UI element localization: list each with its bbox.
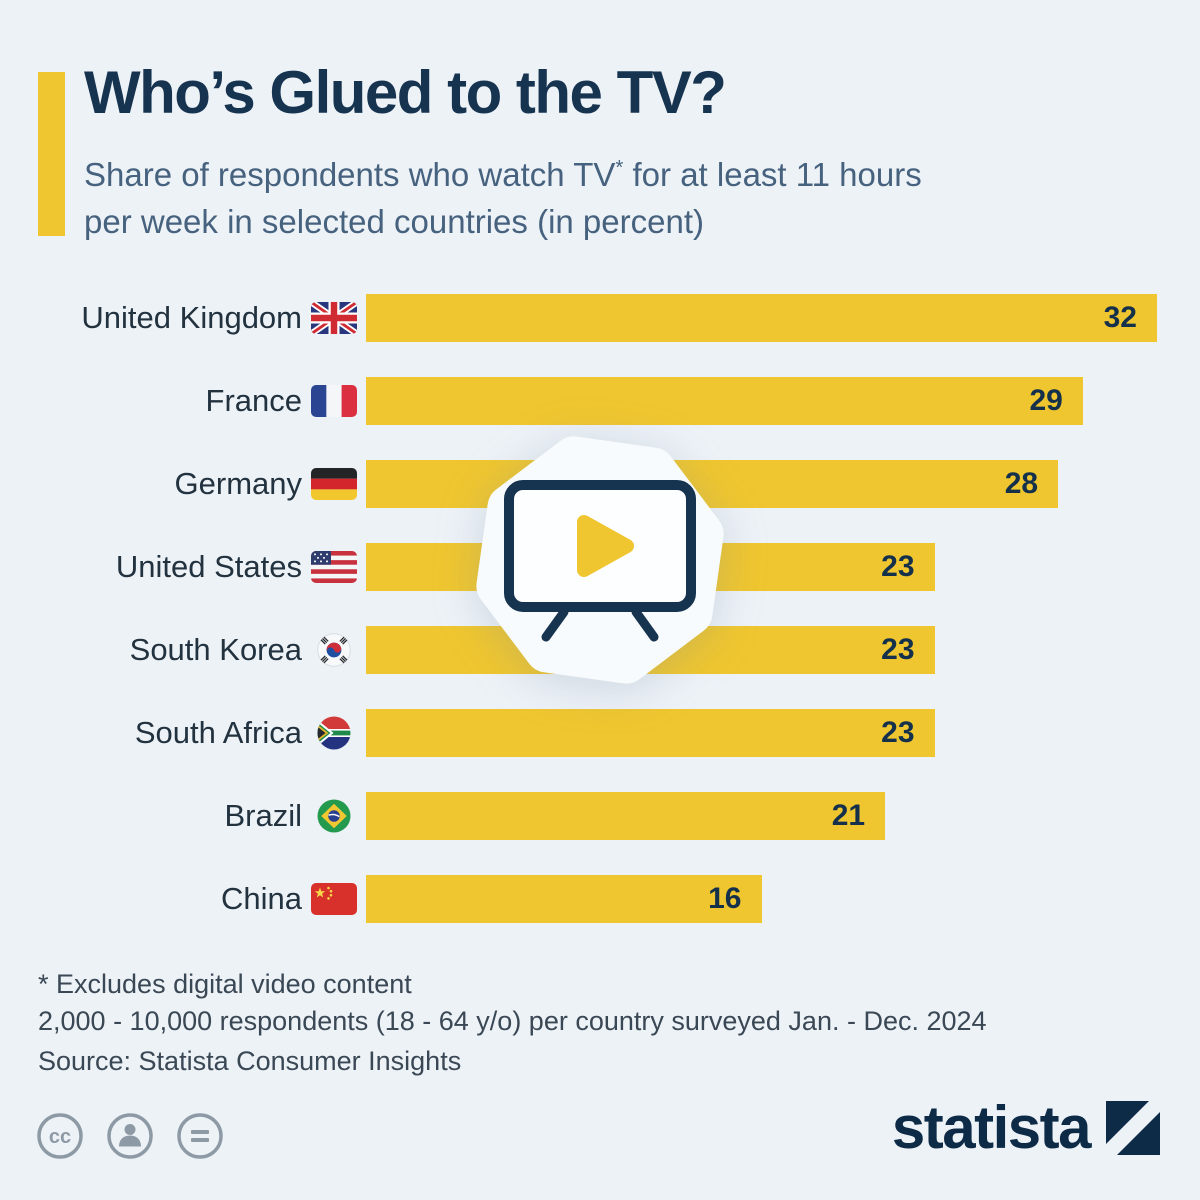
bar-chart: United Kingdom 32 France 29 Germ xyxy=(0,294,1200,958)
svg-text:cc: cc xyxy=(49,1126,71,1148)
bar: 16 xyxy=(366,875,762,923)
cc-icon: cc xyxy=(36,1112,84,1165)
license-icons: cc xyxy=(36,1112,224,1165)
country-label: Germany xyxy=(174,466,302,501)
bar-track: 29 xyxy=(366,377,1157,425)
flag-cell xyxy=(302,883,366,915)
bar-track: 32 xyxy=(366,294,1157,342)
bar: 23 xyxy=(366,709,935,757)
bar-track: 23 xyxy=(366,709,1157,757)
bar-track: 28 xyxy=(366,460,1157,508)
statista-wordmark: statista xyxy=(891,1094,1092,1161)
bar-track: 16 xyxy=(366,875,1157,923)
value-label: 21 xyxy=(831,799,866,832)
statista-logo-mark xyxy=(1106,1101,1160,1155)
subtitle-text: Share of respondents who watch TV xyxy=(84,156,616,193)
source-line: Source: Statista Consumer Insights xyxy=(38,1046,462,1076)
flag-cell xyxy=(302,633,366,667)
bar: 29 xyxy=(366,377,1083,425)
flag-cell xyxy=(302,716,366,750)
footnote-marker: * xyxy=(615,156,624,179)
value-label: 32 xyxy=(1103,301,1137,334)
country-label: United Kingdom xyxy=(81,300,302,335)
tv-play-watermark xyxy=(466,426,734,694)
play-icon xyxy=(577,515,634,577)
attribution-person-icon xyxy=(106,1112,154,1165)
flag-cell xyxy=(302,385,366,417)
statista-logo: statista xyxy=(892,1098,1160,1158)
value-label: 23 xyxy=(881,633,915,666)
chart-subtitle: Share of respondents who watch TV* for a… xyxy=(84,152,1164,246)
bar: 28 xyxy=(366,460,1059,508)
country-label: South Korea xyxy=(129,632,302,667)
flag-cell xyxy=(302,468,366,500)
value-label: 16 xyxy=(708,882,742,915)
country-label: Brazil xyxy=(224,798,302,833)
flag-china xyxy=(311,883,357,915)
chart-row: Brazil 21 xyxy=(0,792,1200,840)
chart-row: Germany 28 xyxy=(0,460,1200,508)
flag-united-kingdom xyxy=(311,302,357,334)
value-label: 23 xyxy=(881,550,915,583)
country-label: United States xyxy=(115,549,302,584)
bar: 32 xyxy=(366,294,1157,342)
subtitle-line2: per week in selected countries (in perce… xyxy=(84,202,704,240)
flag-brazil xyxy=(317,799,351,833)
flag-germany xyxy=(311,468,357,500)
country-label: South Africa xyxy=(134,715,302,750)
footnote-2: 2,000 - 10,000 respondents (18 - 64 y/o)… xyxy=(38,1006,987,1036)
flag-cell xyxy=(302,551,366,583)
flag-france xyxy=(311,385,357,417)
flag-south-korea xyxy=(317,633,351,667)
country-label: China xyxy=(221,881,302,916)
flag-cell xyxy=(302,302,366,334)
footnote-1: * Excludes digital video content xyxy=(38,969,412,999)
flag-united-states xyxy=(311,551,357,583)
accent-bar xyxy=(38,72,65,236)
page-title: Who’s Glued to the TV? xyxy=(84,59,727,126)
chart-row: China 16 xyxy=(0,875,1200,923)
flag-cell xyxy=(302,799,366,833)
chart-row: France 29 xyxy=(0,377,1200,425)
chart-rows: United Kingdom 32 France 29 Germ xyxy=(0,294,1200,923)
value-label: 23 xyxy=(881,716,915,749)
flag-south-africa xyxy=(317,716,351,750)
chart-row: United Kingdom 32 xyxy=(0,294,1200,342)
chart-row: South Africa 23 xyxy=(0,709,1200,757)
value-label: 28 xyxy=(1004,467,1039,500)
country-label: France xyxy=(205,383,302,418)
bar-track: 21 xyxy=(366,792,1157,840)
equals-icon xyxy=(176,1112,224,1165)
value-label: 29 xyxy=(1029,384,1063,417)
tv-icon xyxy=(504,480,696,642)
subtitle-text-cont: for at least 11 hours xyxy=(623,156,922,193)
bar: 21 xyxy=(366,792,886,840)
